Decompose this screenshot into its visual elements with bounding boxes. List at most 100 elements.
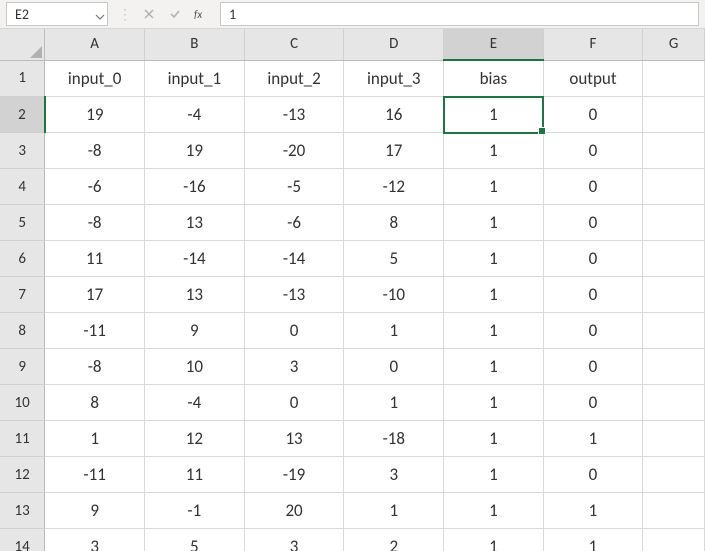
cell-D13[interactable]: 1 — [344, 493, 444, 529]
cell-C10[interactable]: 0 — [244, 385, 344, 421]
cell-D1[interactable]: input_3 — [344, 60, 444, 97]
cell-C14[interactable]: 3 — [244, 529, 344, 551]
cell-F1[interactable]: output — [543, 60, 643, 97]
col-head-C[interactable]: C — [244, 29, 344, 60]
cell-C11[interactable]: 13 — [244, 421, 344, 457]
cell-F2[interactable]: 0 — [543, 97, 643, 133]
cell-B2[interactable]: -4 — [144, 97, 244, 133]
row-head-10[interactable]: 10 — [0, 385, 45, 421]
formula-input[interactable]: 1 — [220, 2, 699, 26]
cell-F13[interactable]: 1 — [543, 493, 643, 529]
cell-B7[interactable]: 13 — [144, 277, 244, 313]
cell-C3[interactable]: -20 — [244, 133, 344, 169]
row-head-12[interactable]: 12 — [0, 457, 45, 493]
cell-B12[interactable]: 11 — [144, 457, 244, 493]
cell-E6[interactable]: 1 — [444, 241, 544, 277]
cell-A11[interactable]: 1 — [45, 421, 145, 457]
cell-B3[interactable]: 19 — [144, 133, 244, 169]
cell-F4[interactable]: 0 — [543, 169, 643, 205]
cell-B1[interactable]: input_1 — [144, 60, 244, 97]
cell-A7[interactable]: 17 — [45, 277, 145, 313]
col-head-B[interactable]: B — [144, 29, 244, 60]
cell-A8[interactable]: -11 — [45, 313, 145, 349]
cell-B14[interactable]: 5 — [144, 529, 244, 551]
cell-C13[interactable]: 20 — [244, 493, 344, 529]
cell-D12[interactable]: 3 — [344, 457, 444, 493]
cell-A6[interactable]: 11 — [45, 241, 145, 277]
cancel-icon[interactable] — [142, 7, 156, 21]
cell-D6[interactable]: 5 — [344, 241, 444, 277]
cell-E2[interactable]: 1 — [444, 97, 544, 133]
name-box[interactable]: E2 — [6, 2, 108, 26]
cell-F11[interactable]: 1 — [543, 421, 643, 457]
cell-D7[interactable]: -10 — [344, 277, 444, 313]
cell-G7[interactable] — [643, 277, 705, 313]
chevron-down-icon[interactable] — [95, 9, 105, 19]
cell-G2[interactable] — [643, 97, 705, 133]
cell-A13[interactable]: 9 — [45, 493, 145, 529]
fx-icon[interactable]: fx — [194, 7, 208, 21]
row-head-6[interactable]: 6 — [0, 241, 45, 277]
cell-C4[interactable]: -5 — [244, 169, 344, 205]
cell-C5[interactable]: -6 — [244, 205, 344, 241]
cell-F9[interactable]: 0 — [543, 349, 643, 385]
cell-G4[interactable] — [643, 169, 705, 205]
cell-B13[interactable]: -1 — [144, 493, 244, 529]
col-head-E[interactable]: E — [444, 29, 544, 60]
cell-A12[interactable]: -11 — [45, 457, 145, 493]
spreadsheet-grid[interactable]: A B C D E F G 1 input_0 input_1 input_2 … — [0, 29, 705, 551]
cell-C8[interactable]: 0 — [244, 313, 344, 349]
cell-B10[interactable]: -4 — [144, 385, 244, 421]
cell-C7[interactable]: -13 — [244, 277, 344, 313]
row-head-9[interactable]: 9 — [0, 349, 45, 385]
row-head-14[interactable]: 14 — [0, 529, 45, 551]
row-head-7[interactable]: 7 — [0, 277, 45, 313]
cell-G14[interactable] — [643, 529, 705, 551]
row-head-8[interactable]: 8 — [0, 313, 45, 349]
cell-B9[interactable]: 10 — [144, 349, 244, 385]
cell-B4[interactable]: -16 — [144, 169, 244, 205]
cell-C2[interactable]: -13 — [244, 97, 344, 133]
cell-G6[interactable] — [643, 241, 705, 277]
cell-E8[interactable]: 1 — [444, 313, 544, 349]
row-head-5[interactable]: 5 — [0, 205, 45, 241]
cell-F8[interactable]: 0 — [543, 313, 643, 349]
col-head-G[interactable]: G — [643, 29, 705, 60]
cell-D5[interactable]: 8 — [344, 205, 444, 241]
row-head-1[interactable]: 1 — [0, 60, 45, 97]
cell-A10[interactable]: 8 — [45, 385, 145, 421]
cell-A4[interactable]: -6 — [45, 169, 145, 205]
cell-E10[interactable]: 1 — [444, 385, 544, 421]
cell-G12[interactable] — [643, 457, 705, 493]
row-head-13[interactable]: 13 — [0, 493, 45, 529]
cell-E7[interactable]: 1 — [444, 277, 544, 313]
select-all-triangle[interactable] — [0, 29, 45, 60]
col-head-F[interactable]: F — [543, 29, 643, 60]
cell-F10[interactable]: 0 — [543, 385, 643, 421]
cell-E11[interactable]: 1 — [444, 421, 544, 457]
cell-D2[interactable]: 16 — [344, 97, 444, 133]
cell-F6[interactable]: 0 — [543, 241, 643, 277]
cell-A5[interactable]: -8 — [45, 205, 145, 241]
cell-G11[interactable] — [643, 421, 705, 457]
cell-D10[interactable]: 1 — [344, 385, 444, 421]
row-head-11[interactable]: 11 — [0, 421, 45, 457]
cell-C1[interactable]: input_2 — [244, 60, 344, 97]
cell-A14[interactable]: 3 — [45, 529, 145, 551]
row-head-2[interactable]: 2 — [0, 97, 45, 133]
cell-E4[interactable]: 1 — [444, 169, 544, 205]
cell-B6[interactable]: -14 — [144, 241, 244, 277]
cell-B8[interactable]: 9 — [144, 313, 244, 349]
cell-E1[interactable]: bias — [444, 60, 544, 97]
cell-E3[interactable]: 1 — [444, 133, 544, 169]
cell-F12[interactable]: 0 — [543, 457, 643, 493]
cell-D11[interactable]: -18 — [344, 421, 444, 457]
enter-icon[interactable] — [168, 7, 182, 21]
cell-F5[interactable]: 0 — [543, 205, 643, 241]
cell-D4[interactable]: -12 — [344, 169, 444, 205]
cell-A9[interactable]: -8 — [45, 349, 145, 385]
cell-F7[interactable]: 0 — [543, 277, 643, 313]
cell-E9[interactable]: 1 — [444, 349, 544, 385]
cell-D9[interactable]: 0 — [344, 349, 444, 385]
cell-G3[interactable] — [643, 133, 705, 169]
